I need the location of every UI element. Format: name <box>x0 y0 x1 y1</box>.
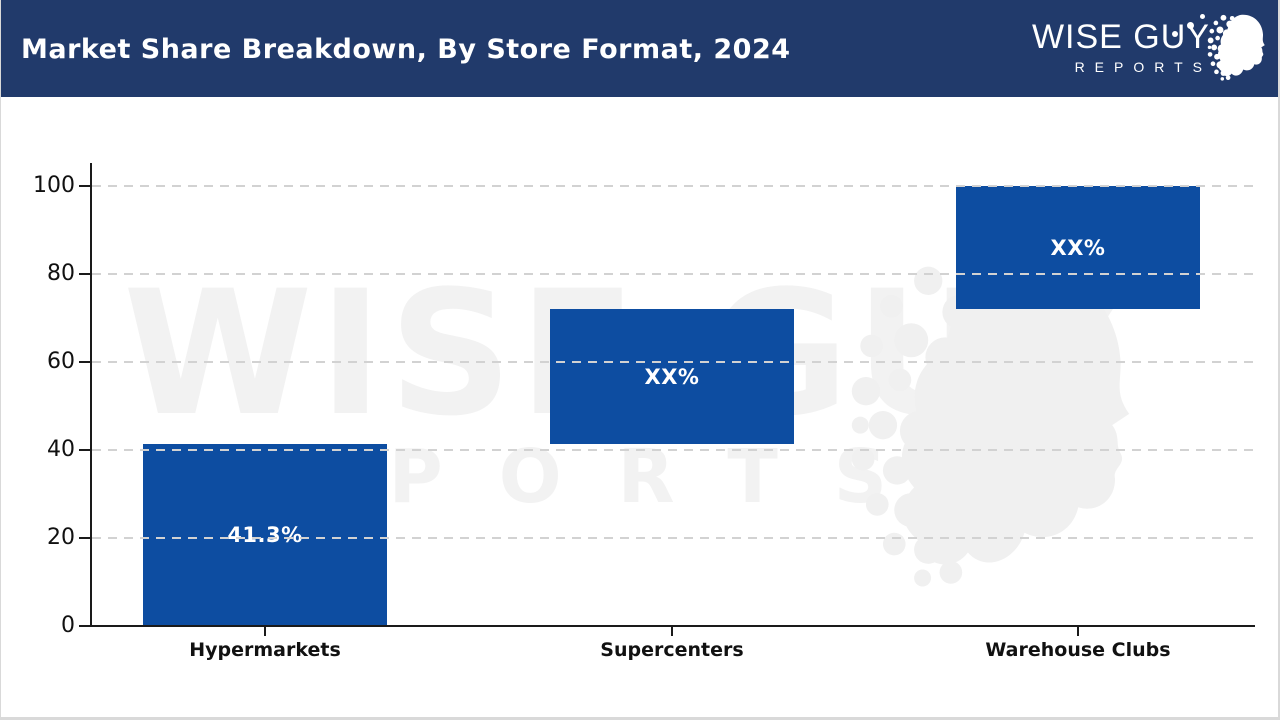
x-category-label: Hypermarkets <box>189 639 341 661</box>
header-banner: Market Share Breakdown, By Store Format,… <box>1 0 1278 97</box>
bar-value-label: 41.3% <box>227 523 303 548</box>
y-axis-tick <box>79 537 90 539</box>
bar-warehouse-clubs: XX% <box>956 186 1200 310</box>
gridline-y-40 <box>92 449 1255 451</box>
y-tick-label: 20 <box>47 525 75 550</box>
gridline-y-20 <box>92 537 1255 539</box>
wiseguy-head-icon <box>1207 14 1265 81</box>
y-tick-label: 40 <box>47 437 75 462</box>
logo-subtitle-text: REPORTS <box>1074 59 1212 75</box>
y-axis-tick <box>79 361 90 363</box>
x-axis-tick <box>671 627 673 636</box>
gridline-y-60 <box>92 361 1255 363</box>
y-axis-tick <box>79 185 90 187</box>
y-axis-line <box>90 163 92 627</box>
bar-supercenters: XX% <box>550 309 794 445</box>
bar-value-label: XX% <box>1050 235 1106 260</box>
bar-value-label: XX% <box>644 364 700 389</box>
y-tick-label: 100 <box>33 173 75 198</box>
y-axis-tick <box>79 273 90 275</box>
y-axis-tick <box>79 625 90 627</box>
x-axis-line <box>90 625 1255 627</box>
gridline-y-80 <box>92 273 1255 275</box>
gridline-y-100 <box>92 185 1255 187</box>
x-axis-tick <box>264 627 266 636</box>
y-tick-label: 0 <box>61 613 75 638</box>
logo-dot-icon <box>1172 31 1178 37</box>
x-axis-tick <box>1077 627 1079 636</box>
x-category-label: Supercenters <box>600 639 744 661</box>
logo-brand-text: WISE GUY <box>1031 18 1210 56</box>
y-tick-label: 60 <box>47 349 75 374</box>
logo-dot-icon <box>1200 14 1205 19</box>
bar-hypermarkets: 41.3% <box>143 444 387 626</box>
y-axis-tick <box>79 449 90 451</box>
y-tick-label: 80 <box>47 261 75 286</box>
logo-dot-icon <box>1187 22 1194 29</box>
wiseguy-logo: WISE GUY REPORTS <box>1028 5 1268 93</box>
chart-title: Market Share Breakdown, By Store Format,… <box>21 34 791 65</box>
x-category-label: Warehouse Clubs <box>985 639 1171 661</box>
